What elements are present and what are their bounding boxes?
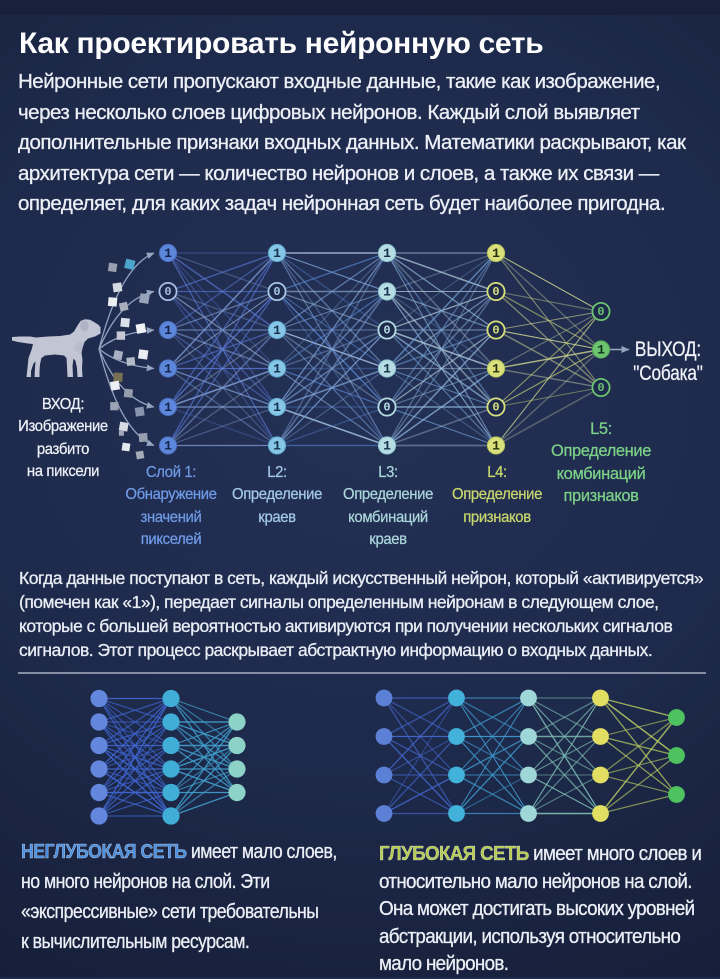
svg-text:1: 1	[383, 362, 391, 377]
svg-text:0: 0	[492, 324, 499, 338]
svg-text:1: 1	[273, 323, 281, 338]
svg-text:0: 0	[597, 305, 604, 319]
svg-text:0: 0	[492, 285, 499, 299]
svg-text:1: 1	[273, 400, 281, 415]
svg-text:0: 0	[383, 401, 390, 415]
svg-text:1: 1	[597, 343, 605, 358]
svg-text:0: 0	[164, 285, 171, 299]
svg-text:1: 1	[164, 362, 172, 377]
svg-text:1: 1	[273, 439, 281, 454]
svg-text:1: 1	[164, 400, 172, 415]
svg-text:1: 1	[164, 323, 172, 338]
svg-text:0: 0	[492, 401, 499, 415]
svg-text:1: 1	[383, 285, 391, 300]
svg-text:1: 1	[164, 246, 172, 261]
svg-text:1: 1	[273, 362, 281, 377]
svg-text:1: 1	[492, 439, 500, 454]
svg-text:0: 0	[273, 285, 280, 299]
svg-text:1: 1	[164, 439, 172, 454]
svg-text:1: 1	[273, 246, 281, 261]
svg-text:1: 1	[383, 439, 391, 454]
svg-text:1: 1	[383, 246, 391, 261]
svg-text:0: 0	[383, 324, 390, 338]
svg-text:1: 1	[492, 246, 500, 261]
svg-text:0: 0	[597, 381, 604, 395]
svg-text:1: 1	[492, 362, 500, 377]
